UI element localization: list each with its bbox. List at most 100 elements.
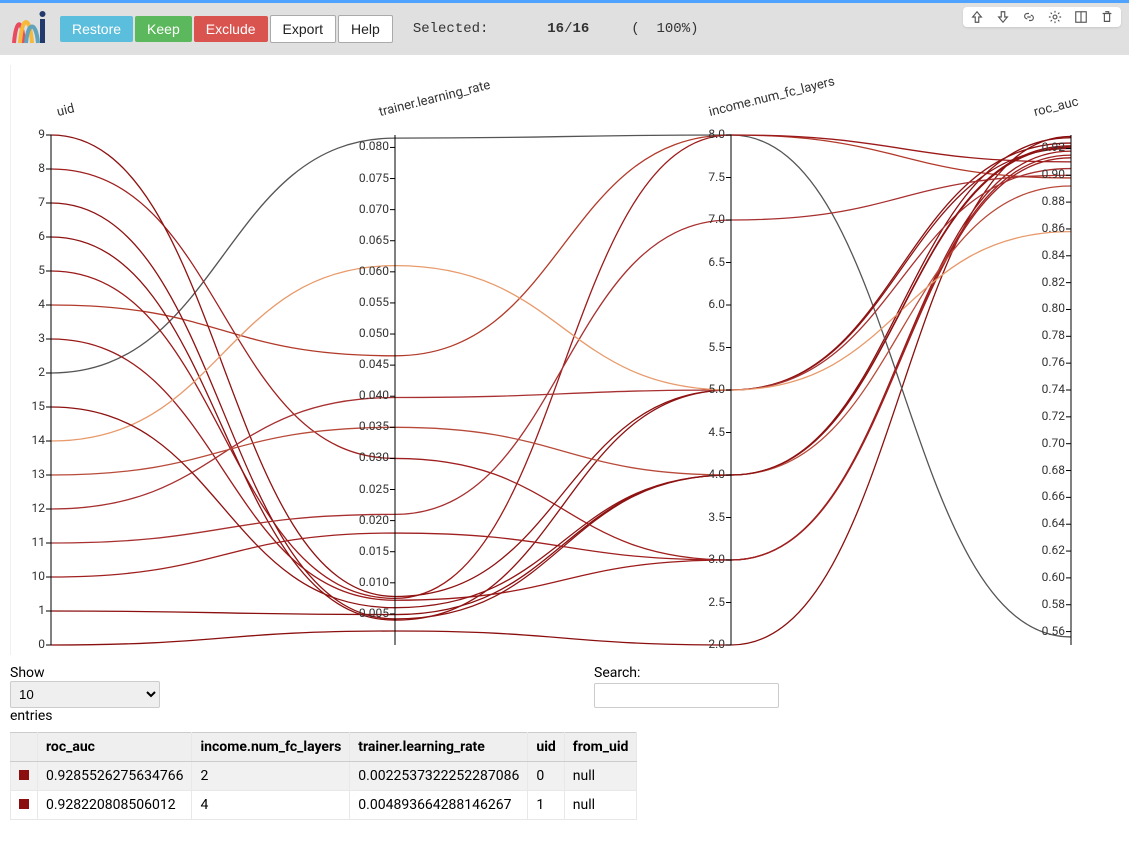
axis-tick-label: 9 <box>25 127 45 141</box>
axis-tick-label: 0.76 <box>1031 355 1065 369</box>
arrow-up-icon[interactable] <box>969 9 985 25</box>
axis-tick-label: 0.74 <box>1031 382 1065 396</box>
axis-tick-label: 0.065 <box>349 233 389 247</box>
data-line[interactable] <box>51 155 1071 560</box>
axis-tick-label: 14 <box>25 433 45 447</box>
axis-tick-label: 0.56 <box>1031 624 1065 638</box>
selected-label: Selected: <box>413 21 489 37</box>
axis-tick-label: 0.075 <box>349 171 389 185</box>
axis-tick-label: 2 <box>25 365 45 379</box>
axis-tick-label: 2.5 <box>685 595 725 609</box>
axis-tick-label: 6.0 <box>685 297 725 311</box>
axis-tick-label: 2.0 <box>685 637 725 651</box>
search-control: Search: <box>594 665 779 708</box>
axis-tick-label: 8.0 <box>685 127 725 141</box>
axis-tick-label: 0.040 <box>349 388 389 402</box>
data-line[interactable] <box>51 146 1071 608</box>
cell-roc-auc: 0.928220808506012 <box>38 791 192 820</box>
show-entries-control: Show 10 entries <box>10 665 160 724</box>
cell-fc: 4 <box>192 791 350 820</box>
axis-tick-label: 6.5 <box>685 255 725 269</box>
axis-tick-label: 0.060 <box>349 264 389 278</box>
axis-tick-label: 0.005 <box>349 606 389 620</box>
axis-tick-label: 0.050 <box>349 326 389 340</box>
search-input[interactable] <box>594 683 779 708</box>
cell-uid: 0 <box>528 762 564 791</box>
data-line[interactable] <box>51 136 1071 645</box>
show-entries-select[interactable]: 10 <box>10 681 160 708</box>
hiplot-logo <box>10 9 50 49</box>
col-learning-rate[interactable]: trainer.learning_rate <box>350 733 528 762</box>
axis-tick-label: 10 <box>25 569 45 583</box>
axis-tick-label: 4.5 <box>685 425 725 439</box>
axis-tick-label: 0.015 <box>349 544 389 558</box>
entries-label: entries <box>10 708 160 724</box>
search-label: Search: <box>594 665 640 681</box>
keep-button[interactable]: Keep <box>135 16 192 42</box>
cell-roc-auc: 0.9285526275634766 <box>38 762 192 791</box>
data-line[interactable] <box>51 151 1071 600</box>
cell-uid: 1 <box>528 791 564 820</box>
axis-tick-label: 0.72 <box>1031 409 1065 423</box>
results-table: roc_auc income.num_fc_layers trainer.lea… <box>10 732 637 820</box>
selected-status: Selected: 16/16 ( 100%) <box>413 21 699 37</box>
axis-tick-label: 1 <box>25 603 45 617</box>
expand-icon[interactable] <box>1073 9 1089 25</box>
selected-pct: 100% <box>657 21 691 37</box>
link-icon[interactable] <box>1021 9 1037 25</box>
axis-tick-label: 0.58 <box>1031 597 1065 611</box>
gear-icon[interactable] <box>1047 9 1063 25</box>
col-roc-auc[interactable]: roc_auc <box>38 733 192 762</box>
axis-tick-label: 0.025 <box>349 482 389 496</box>
axis-tick-label: 6 <box>25 229 45 243</box>
cell-fc: 2 <box>192 762 350 791</box>
export-button[interactable]: Export <box>270 15 336 43</box>
selected-total: 16 <box>572 21 589 37</box>
axis-tick-label: 0.62 <box>1031 543 1065 557</box>
selected-count: 16 <box>547 21 564 37</box>
arrow-down-icon[interactable] <box>995 9 1011 25</box>
help-button[interactable]: Help <box>338 15 393 43</box>
axis-tick-label: 7.5 <box>685 170 725 184</box>
axis-tick-label: 5.5 <box>685 340 725 354</box>
col-uid[interactable]: uid <box>528 733 564 762</box>
data-line[interactable] <box>51 147 1071 619</box>
axis-tick-label: 0.66 <box>1031 489 1065 503</box>
data-line[interactable] <box>51 186 1071 475</box>
axis-tick-label: 11 <box>25 535 45 549</box>
axis-tick-label: 8 <box>25 161 45 175</box>
axis-tick-label: 15 <box>25 399 45 413</box>
parallel-coords-chart[interactable]: uid0123456789101112131415trainer.learnin… <box>10 65 1119 655</box>
cell-from-uid: null <box>564 791 637 820</box>
data-line[interactable] <box>51 232 1071 441</box>
axis-tick-label: 0.035 <box>349 419 389 433</box>
axis-tick-label: 0.020 <box>349 513 389 527</box>
toolbar-right <box>963 7 1121 27</box>
swatch-cell <box>11 791 38 820</box>
axis-tick-label: 0.90 <box>1031 167 1065 181</box>
table-row[interactable]: 0.92822080850601240.0048936642881462671n… <box>11 791 637 820</box>
axis-tick-label: 4.0 <box>685 467 725 481</box>
data-line[interactable] <box>51 175 1071 543</box>
axis-tick-label: 7.0 <box>685 212 725 226</box>
axis-tick-label: 0.68 <box>1031 463 1065 477</box>
axis-tick-label: 0.60 <box>1031 570 1065 584</box>
col-fc-layers[interactable]: income.num_fc_layers <box>192 733 350 762</box>
axis-tick-label: 0 <box>25 637 45 651</box>
trash-icon[interactable] <box>1099 9 1115 25</box>
table-row[interactable]: 0.928552627563476620.0022537322252287086… <box>11 762 637 791</box>
axis-tick-label: 0.080 <box>349 139 389 153</box>
header-bar: Restore Keep Exclude Export Help Selecte… <box>0 3 1129 55</box>
cell-lr: 0.0022537322252287086 <box>350 762 528 791</box>
axis-tick-label: 0.84 <box>1031 248 1065 262</box>
axis-tick-label: 0.055 <box>349 295 389 309</box>
swatch-cell <box>11 762 38 791</box>
axis-tick-label: 0.80 <box>1031 301 1065 315</box>
restore-button[interactable]: Restore <box>60 16 133 42</box>
axis-tick-label: 7 <box>25 195 45 209</box>
col-from-uid[interactable]: from_uid <box>564 733 637 762</box>
col-swatch[interactable] <box>11 733 38 762</box>
axis-tick-label: 3 <box>25 331 45 345</box>
exclude-button[interactable]: Exclude <box>194 16 268 42</box>
axis-tick-label: 0.78 <box>1031 328 1065 342</box>
